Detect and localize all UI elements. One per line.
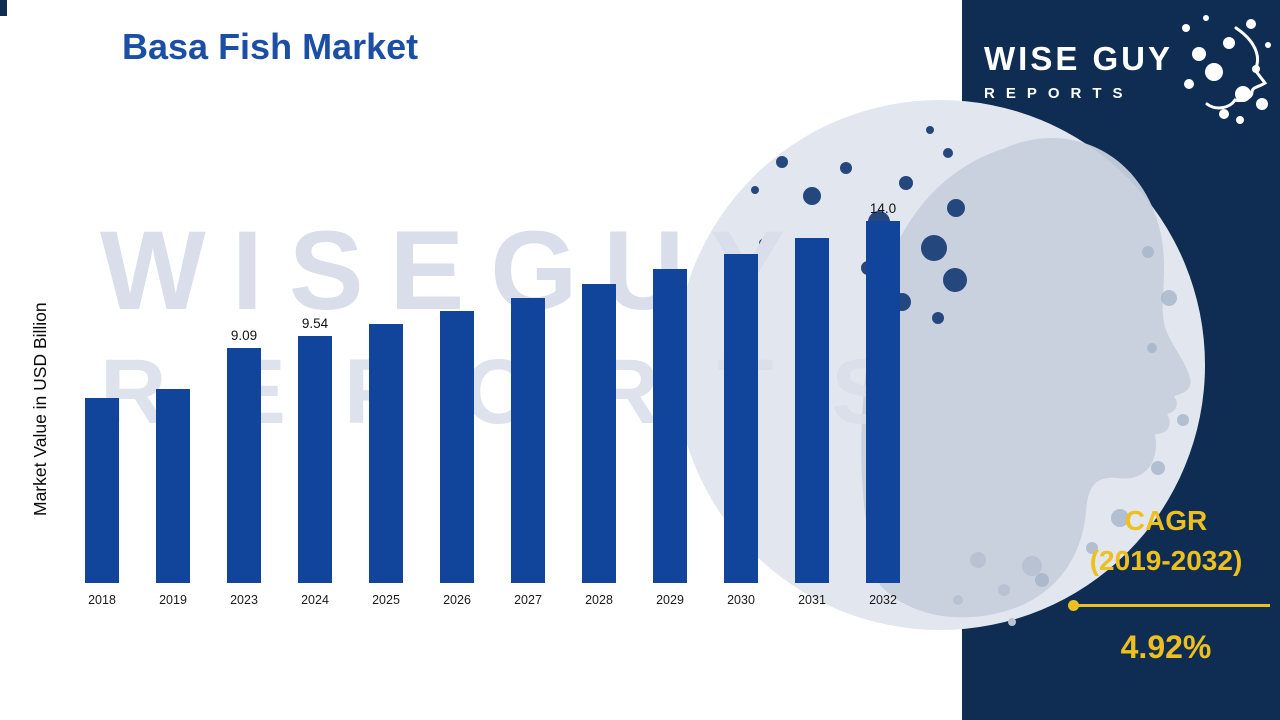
bar-column: 9.09: [227, 195, 261, 583]
x-axis-tick-label: 2026: [443, 593, 471, 607]
y-axis-label: Market Value in USD Billion: [30, 302, 50, 516]
bar: [653, 269, 687, 583]
brand-logo: WISE GUY REPORTS: [984, 40, 1173, 102]
x-axis-tick-label: 2027: [514, 593, 542, 607]
x-axis: 2018 2019 2023 2024 2025 2026 2027 2028 2029 2030…: [85, 593, 900, 607]
bar-column: [440, 195, 474, 583]
corner-accent: [0, 0, 7, 16]
bar-value-label: 9.54: [301, 316, 329, 332]
bar-column: [511, 195, 545, 583]
bar-column: [369, 195, 403, 583]
x-axis-tick-label: 2028: [585, 593, 613, 607]
cagr-block: CAGR (2019-2032) 4.92%: [1062, 505, 1270, 666]
x-axis-tick-label: 2030: [727, 593, 755, 607]
bar-column: [653, 195, 687, 583]
bar: [227, 347, 261, 583]
bar-column: 14.0: [866, 195, 900, 583]
x-axis-tick-label: 2032: [869, 593, 897, 607]
bar-column: [85, 195, 119, 583]
cagr-range: (2019-2032): [1089, 545, 1243, 576]
bar: [85, 398, 119, 583]
bar-column: [582, 195, 616, 583]
bar: [156, 389, 190, 583]
bar: [724, 253, 758, 583]
bar-column: 9.54: [298, 195, 332, 583]
x-axis-tick-label: 2025: [372, 593, 400, 607]
cagr-value: 4.92%: [1120, 629, 1212, 665]
bar: [511, 297, 545, 583]
bar: [795, 237, 829, 583]
cagr-divider-dot: [1068, 600, 1079, 611]
bar-column: [795, 195, 829, 583]
bar: [369, 324, 403, 583]
bar-column: [724, 195, 758, 583]
x-axis-tick-label: 2029: [656, 593, 684, 607]
bar: [582, 283, 616, 583]
bar-chart-plot-area: 9.09 9.54 14.0: [85, 195, 900, 583]
bar-column: [156, 195, 190, 583]
cagr-label: CAGR: [1124, 505, 1208, 536]
bar-value-label: 9.09: [230, 327, 258, 343]
brand-logo-name: WISE GUY: [984, 40, 1174, 77]
bar: [298, 336, 332, 583]
x-axis-tick-label: 2019: [159, 593, 187, 607]
bar-value-label: 14.0: [869, 200, 897, 216]
brand-logo-subtitle: REPORTS: [984, 85, 1134, 102]
x-axis-tick-label: 2024: [301, 593, 329, 607]
x-axis-tick-label: 2018: [88, 593, 116, 607]
chart-title: Basa Fish Market: [122, 26, 419, 67]
x-axis-tick-label: 2031: [798, 593, 826, 607]
bar: [866, 220, 900, 583]
bar: [440, 311, 474, 583]
cagr-divider-line: [1068, 600, 1270, 611]
x-axis-tick-label: 2023: [230, 593, 258, 607]
